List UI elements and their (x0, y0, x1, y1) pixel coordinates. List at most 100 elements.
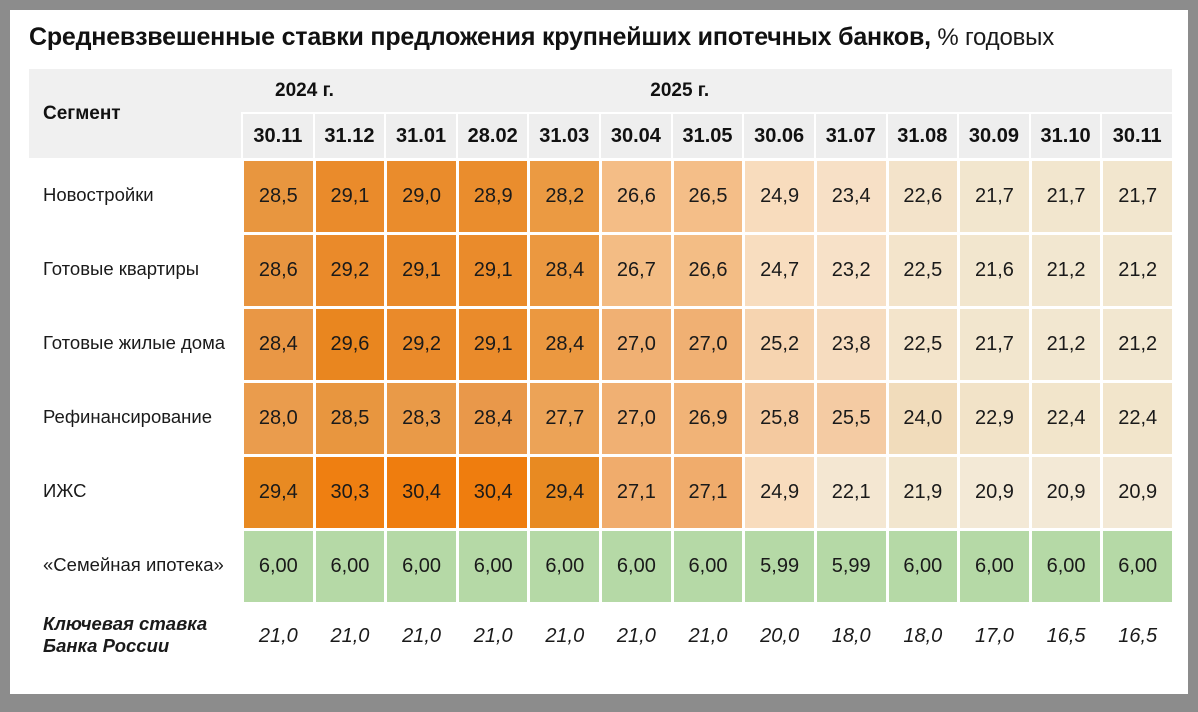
data-cell: 21,2 (1028, 232, 1101, 306)
key-rate-label: Ключевая ставка Банка России (29, 602, 242, 667)
data-cell: 22,5 (885, 306, 958, 380)
data-cell: 23,2 (813, 232, 886, 306)
data-cell: 26,7 (599, 232, 671, 306)
row-label: Рефинансирование (29, 380, 242, 454)
year-header-row: Сегмент 2024 г. 2025 г. (29, 69, 1172, 158)
data-cell: 27,0 (599, 306, 671, 380)
data-cell: 24,0 (885, 380, 958, 454)
data-cell: 28,3 (384, 380, 456, 454)
date-column-header: 30.11 (1100, 112, 1172, 158)
key-rate-cell: 18,0 (885, 602, 958, 667)
data-cell: 28,9 (455, 158, 528, 232)
data-cell: 6,00 (455, 528, 528, 602)
data-cell: 29,4 (527, 454, 600, 528)
date-column-header: 30.11 (241, 112, 313, 158)
data-cell: 21,7 (1028, 158, 1101, 232)
data-cell: 6,00 (312, 528, 385, 602)
key-rate-cell: 21,0 (527, 602, 600, 667)
data-cell: 22,9 (957, 380, 1029, 454)
row-label: Новостройки (29, 158, 242, 232)
data-cell: 22,4 (1028, 380, 1101, 454)
data-cell: 24,9 (742, 158, 814, 232)
date-column-header: 30.06 (742, 112, 814, 158)
table-row: Рефинансирование 28,0 28,5 28,3 28,4 27,7 27,0… (29, 380, 1172, 454)
data-cell: 27,0 (670, 306, 743, 380)
row-label: Готовые жилые дома (29, 306, 242, 380)
key-rate-cell: 21,0 (599, 602, 671, 667)
data-cell: 28,2 (527, 158, 600, 232)
table-head: Сегмент 2024 г. 2025 г. 30.11 31.12 31.01 2… (29, 69, 1172, 158)
data-cell: 21,2 (1028, 306, 1101, 380)
table-row: Готовые квартиры 28,6 29,2 29,1 29,1 28,4 26,7… (29, 232, 1172, 306)
key-rate-cell: 21,0 (384, 602, 456, 667)
key-rate-cell: 21,0 (670, 602, 743, 667)
year-group-2025: 2025 г. (384, 69, 1172, 112)
data-cell: 6,00 (957, 528, 1029, 602)
data-cell: 26,6 (670, 232, 743, 306)
data-cell: 6,00 (527, 528, 600, 602)
data-cell: 24,7 (742, 232, 814, 306)
data-cell: 21,2 (1100, 306, 1172, 380)
key-rate-cell: 21,0 (312, 602, 385, 667)
key-rate-cell: 18,0 (813, 602, 886, 667)
date-column-header: 31.05 (670, 112, 743, 158)
data-cell: 26,6 (599, 158, 671, 232)
row-label: ИЖС (29, 454, 242, 528)
data-cell: 25,8 (742, 380, 814, 454)
key-rate-cell: 21,0 (455, 602, 528, 667)
data-cell: 29,6 (312, 306, 385, 380)
date-column-header: 31.01 (384, 112, 456, 158)
data-cell: 22,4 (1100, 380, 1172, 454)
data-cell: 27,0 (599, 380, 671, 454)
data-cell: 25,2 (742, 306, 814, 380)
data-cell: 20,9 (1100, 454, 1172, 528)
data-cell: 5,99 (742, 528, 814, 602)
rates-table: Сегмент 2024 г. 2025 г. 30.11 31.12 31.01 2… (29, 69, 1172, 667)
data-cell: 23,8 (813, 306, 886, 380)
date-column-header: 31.07 (813, 112, 886, 158)
year-group-2024: 2024 г. (241, 69, 385, 112)
date-header-row: 30.11 31.12 31.01 28.02 31.03 30.04 31.05 30.06… (29, 112, 1172, 158)
key-rate-label-line2: Банка России (43, 635, 170, 656)
data-cell: 21,2 (1100, 232, 1172, 306)
data-cell: 29,1 (384, 232, 456, 306)
data-cell: 26,9 (670, 380, 743, 454)
key-rate-cell: 16,5 (1028, 602, 1101, 667)
table-row: Готовые жилые дома 28,4 29,6 29,2 29,1 28,4 27… (29, 306, 1172, 380)
data-cell: 28,4 (241, 306, 313, 380)
data-cell: 27,1 (670, 454, 743, 528)
date-column-header: 28.02 (455, 112, 528, 158)
data-cell: 21,7 (957, 306, 1029, 380)
data-cell: 24,9 (742, 454, 814, 528)
data-cell: 29,1 (312, 158, 385, 232)
date-column-header: 30.09 (957, 112, 1029, 158)
data-cell: 28,6 (241, 232, 313, 306)
data-cell: 6,00 (384, 528, 456, 602)
key-rate-cell: 17,0 (957, 602, 1029, 667)
data-cell: 30,4 (384, 454, 456, 528)
data-cell: 28,5 (241, 158, 313, 232)
data-cell: 20,9 (1028, 454, 1101, 528)
date-column-header: 31.10 (1028, 112, 1101, 158)
data-cell: 28,0 (241, 380, 313, 454)
row-label: «Семейная ипотека» (29, 528, 242, 602)
key-rate-cell: 16,5 (1100, 602, 1172, 667)
data-cell: 21,7 (957, 158, 1029, 232)
data-cell: 29,2 (312, 232, 385, 306)
data-cell: 27,7 (527, 380, 600, 454)
data-cell: 22,6 (885, 158, 958, 232)
date-column-header: 31.03 (527, 112, 600, 158)
data-cell: 21,9 (885, 454, 958, 528)
data-cell: 23,4 (813, 158, 886, 232)
data-cell: 29,4 (241, 454, 313, 528)
data-cell: 6,00 (241, 528, 313, 602)
data-cell: 6,00 (1028, 528, 1101, 602)
title-light-text: % годовых (930, 24, 1054, 51)
table-row: ИЖС 29,4 30,3 30,4 30,4 29,4 27,1 27,1 24,9 22,1 2… (29, 454, 1172, 528)
data-cell: 27,1 (599, 454, 671, 528)
data-cell: 28,5 (312, 380, 385, 454)
data-cell: 29,0 (384, 158, 456, 232)
page-title: Средневзвешенные ставки предложения круп… (10, 10, 1188, 52)
segment-column-header: Сегмент (29, 69, 242, 158)
data-cell: 6,00 (1100, 528, 1172, 602)
